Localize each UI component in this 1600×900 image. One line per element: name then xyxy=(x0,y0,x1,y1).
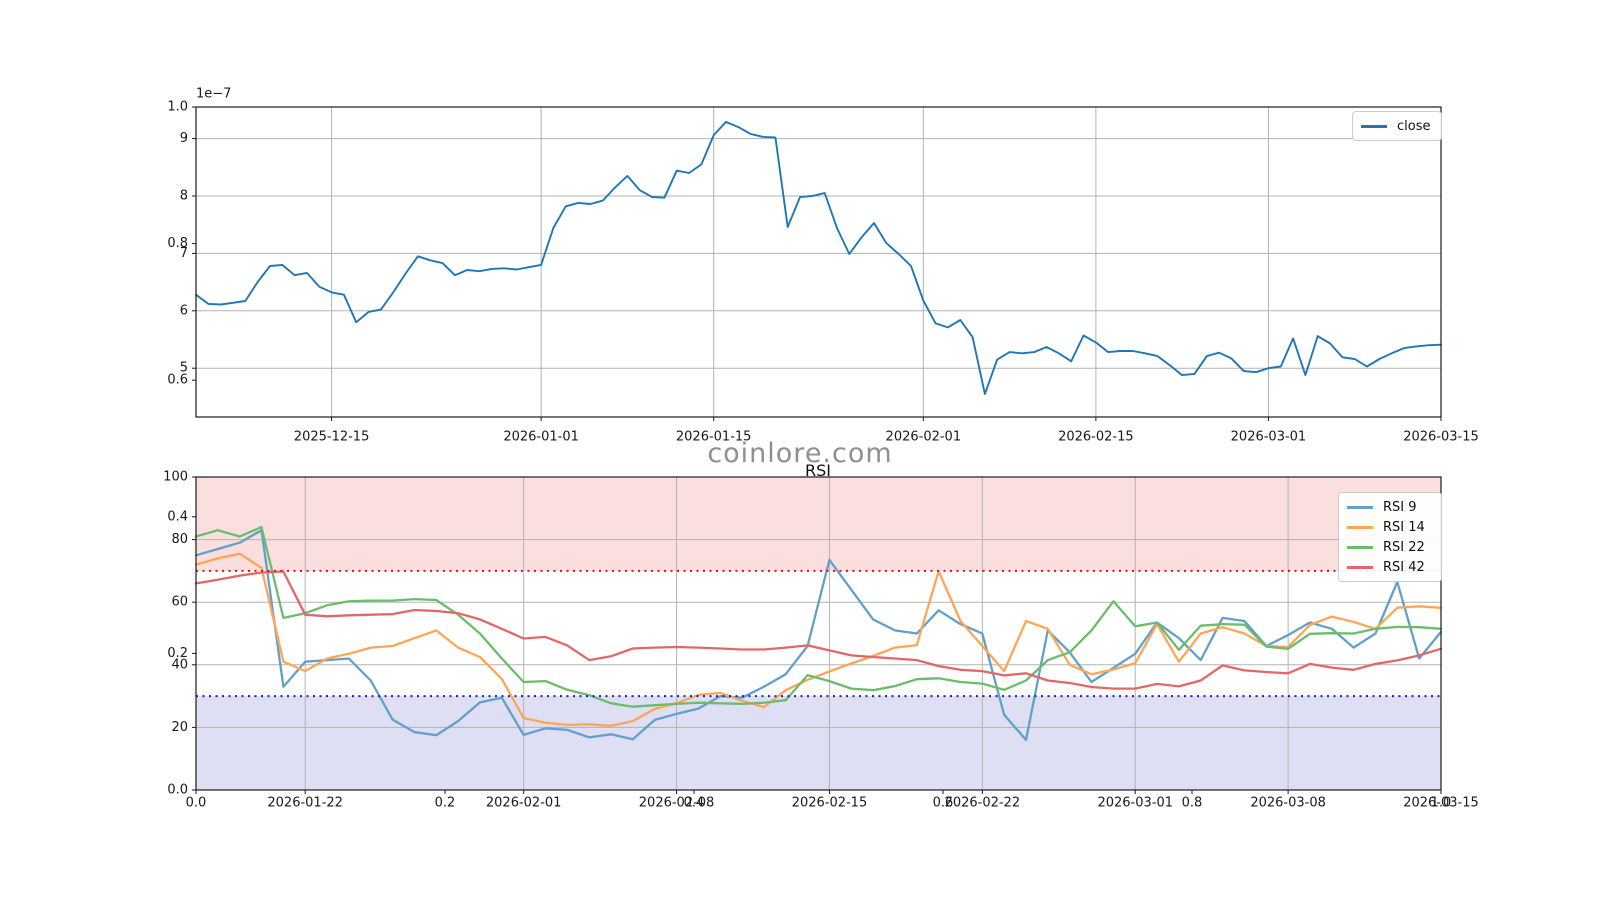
rsi-xtick-label: 2026-02-08 xyxy=(639,796,715,811)
price-xtick-label: 2026-02-01 xyxy=(886,430,962,445)
overlay-xtick-label: 0.0 xyxy=(186,796,207,811)
price-axis-offset-label: 1e−7 xyxy=(196,87,231,102)
close-legend-label: close xyxy=(1397,118,1431,134)
rsi-legend-row-rsi-14: RSI 14 xyxy=(1347,517,1433,537)
rsi-grid xyxy=(196,477,1442,790)
rsi-ytick-label: 80 xyxy=(171,532,188,547)
price-xtick-label: 2026-03-01 xyxy=(1231,430,1307,445)
rsi-xtick-label: 2026-02-01 xyxy=(486,796,562,811)
overlay-ytick-label: 0.0 xyxy=(167,783,188,798)
rsi-ytick-label: 40 xyxy=(171,657,188,672)
price-xtick-label: 2026-03-15 xyxy=(1403,430,1479,445)
rsi-ytick-label: 60 xyxy=(171,595,188,610)
rsi-legend-swatch xyxy=(1347,545,1373,549)
rsi-xtick-label: 2026-02-15 xyxy=(792,796,868,811)
price-axis-labels: 9 8 7 6 5 2025-12-15 2026-01-01 2026-01-15 2026-… xyxy=(180,87,1479,445)
rsi-legend-row-rsi-42: RSI 42 xyxy=(1347,557,1433,577)
overlay-fraction-axis: 1.0 0.8 0.6 0.4 0.2 0.00.0 0.2 0.4 0.6 0.8 1.0 xyxy=(167,100,1451,811)
rsi-ytick-label: 100 xyxy=(163,470,188,485)
price-ytick-label: 6 xyxy=(180,303,188,318)
overlay-xtick-label: 0.4 xyxy=(684,796,705,811)
rsi-legend-row-rsi-9: RSI 9 xyxy=(1347,497,1433,517)
close-line-swatch xyxy=(1361,124,1387,128)
overlay-xtick-label: 1.0 xyxy=(1431,796,1452,811)
oversold-band xyxy=(196,696,1441,790)
rsi-legend: RSI 9 RSI 14 RSI 22 RSI 42 xyxy=(1338,492,1442,582)
rsi-legend-swatch xyxy=(1347,565,1373,569)
rsi-legend-label: RSI 42 xyxy=(1383,559,1425,575)
price-series xyxy=(195,120,1442,395)
rsi-legend-label: RSI 22 xyxy=(1383,539,1425,555)
rsi-series xyxy=(194,525,1443,742)
price-grid xyxy=(196,107,1442,417)
price-xtick-label: 2026-01-15 xyxy=(676,430,752,445)
rsi-xtick-label: 2026-03-01 xyxy=(1097,796,1173,811)
rsi-line-rsi-14 xyxy=(194,552,1443,727)
rsi-xtick-label: 2026-03-08 xyxy=(1250,796,1326,811)
watermark: coinlore.com xyxy=(707,438,893,469)
rsi-chart-title: RSI xyxy=(805,461,831,480)
overlay-xtick-label: 0.8 xyxy=(1182,796,1203,811)
overlay-ytick-label: 0.6 xyxy=(167,373,188,388)
rsi-axis-labels: 100 80 60 40 20 2026-01-22 2026-02-01 2026-02-0… xyxy=(163,470,1479,811)
price-ytick-label: 5 xyxy=(180,361,188,376)
rsi-ytick-label: 20 xyxy=(171,720,188,735)
price-xtick-label: 2026-02-15 xyxy=(1058,430,1134,445)
close-legend-row: close xyxy=(1361,116,1433,136)
overlay-ytick-label: 0.2 xyxy=(167,646,188,661)
rsi-line-rsi-9 xyxy=(194,529,1443,742)
rsi-xtick-label: 2026-02-22 xyxy=(945,796,1021,811)
rsi-line-rsi-42 xyxy=(194,570,1443,690)
price-ytick-label: 7 xyxy=(180,246,188,261)
price-ytick-label: 8 xyxy=(180,188,188,203)
rsi-legend-row-rsi-22: RSI 22 xyxy=(1347,537,1433,557)
rsi-legend-label: RSI 14 xyxy=(1383,519,1425,535)
price-axes-frame xyxy=(195,106,1442,418)
price-ytick-label: 9 xyxy=(180,131,188,146)
overlay-ytick-label: 0.4 xyxy=(167,509,188,524)
rsi-bands xyxy=(196,477,1441,790)
price-xtick-label: 2025-12-15 xyxy=(294,430,370,445)
overlay-ytick-label: 0.8 xyxy=(167,236,188,251)
rsi-axes-frame xyxy=(195,476,1442,791)
close-legend: close xyxy=(1352,111,1442,141)
price-xtick-label: 2026-01-01 xyxy=(503,430,579,445)
rsi-legend-swatch xyxy=(1347,505,1373,509)
rsi-xtick-label: 2026-01-22 xyxy=(267,796,343,811)
rsi-xtick-label: 2026-03-15 xyxy=(1403,796,1479,811)
overlay-ytick-label: 1.0 xyxy=(167,100,188,115)
overlay-xtick-label: 0.6 xyxy=(933,796,954,811)
overlay-xtick-label: 0.2 xyxy=(435,796,456,811)
close-line xyxy=(195,120,1442,395)
rsi-line-rsi-22 xyxy=(194,525,1443,708)
rsi-legend-label: RSI 9 xyxy=(1383,499,1417,515)
overbought-band xyxy=(196,477,1441,571)
rsi-legend-swatch xyxy=(1347,525,1373,529)
